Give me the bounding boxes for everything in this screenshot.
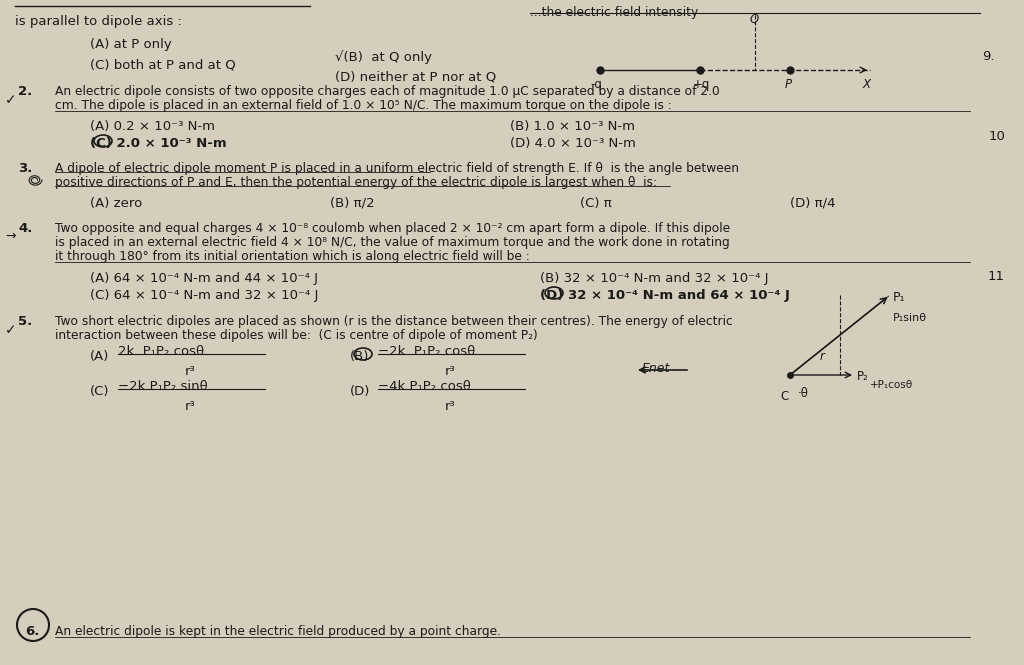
Text: positive directions of P and E, then the potential energy of the electric dipole: positive directions of P and E, then the… [55,176,657,189]
Text: Two short electric dipoles are placed as shown (r is the distance between their : Two short electric dipoles are placed as… [55,315,733,328]
Text: interaction between these dipoles will be:  (C is centre of dipole of moment P₂): interaction between these dipoles will b… [55,329,538,342]
Text: Two opposite and equal charges 4 × 10⁻⁸ coulomb when placed 2 × 10⁻² cm apart fo: Two opposite and equal charges 4 × 10⁻⁸ … [55,222,730,235]
Text: it through 180° from its initial orientation which is along electric field will : it through 180° from its initial orienta… [55,250,529,263]
Text: 2.: 2. [18,85,32,98]
Text: 11: 11 [988,270,1005,283]
Text: −2k P₁P₂ sinθ: −2k P₁P₂ sinθ [118,380,208,393]
Text: P₁sinθ: P₁sinθ [893,313,927,323]
Text: 4.: 4. [18,222,33,235]
Text: 6.: 6. [25,625,39,638]
Text: (A) at P only: (A) at P only [90,38,172,51]
Text: (C) both at P and at Q: (C) both at P and at Q [90,58,236,71]
Text: (D) π/4: (D) π/4 [790,197,836,210]
Text: (B) 1.0 × 10⁻³ N-m: (B) 1.0 × 10⁻³ N-m [510,120,635,133]
Text: An electric dipole is kept in the electric field produced by a point charge.: An electric dipole is kept in the electr… [55,625,501,638]
Text: r³: r³ [185,400,196,413]
Text: (D): (D) [350,385,371,398]
Text: is parallel to dipole axis :: is parallel to dipole axis : [15,15,182,28]
Text: (B) π/2: (B) π/2 [330,197,375,210]
Text: +q: +q [693,78,711,91]
Text: (C) 2.0 × 10⁻³ N-m: (C) 2.0 × 10⁻³ N-m [90,137,226,150]
Text: r: r [820,350,825,363]
Text: (A) 64 × 10⁻⁴ N-m and 44 × 10⁻⁴ J: (A) 64 × 10⁻⁴ N-m and 44 × 10⁻⁴ J [90,272,318,285]
Text: A dipole of electric dipole moment P is placed in a uniform electric field of st: A dipole of electric dipole moment P is … [55,162,739,175]
Text: (D) neither at P nor at Q: (D) neither at P nor at Q [335,70,497,83]
Text: Enet: Enet [642,362,671,375]
Text: (A): (A) [90,350,110,363]
Text: →: → [5,230,15,243]
Text: ✓: ✓ [5,323,16,337]
Text: (D) 32 × 10⁻⁴ N-m and 64 × 10⁻⁴ J: (D) 32 × 10⁻⁴ N-m and 64 × 10⁻⁴ J [540,289,790,302]
Text: An electric dipole consists of two opposite charges each of magnitude 1.0 μC sep: An electric dipole consists of two oppos… [55,85,720,98]
Text: (C) π: (C) π [580,197,611,210]
Text: (A) 0.2 × 10⁻³ N-m: (A) 0.2 × 10⁻³ N-m [90,120,215,133]
Text: (B): (B) [350,350,370,363]
Text: 10: 10 [988,130,1005,143]
Text: Q: Q [750,12,759,25]
Text: ·θ: ·θ [798,387,809,400]
Text: is placed in an external electric field 4 × 10⁸ N/C, the value of maximum torque: is placed in an external electric field … [55,236,730,249]
Text: -q: -q [590,78,602,91]
Text: P₁: P₁ [893,291,905,304]
Text: (B) 32 × 10⁻⁴ N-m and 32 × 10⁻⁴ J: (B) 32 × 10⁻⁴ N-m and 32 × 10⁻⁴ J [540,272,768,285]
Text: (D) 4.0 × 10⁻³ N-m: (D) 4.0 × 10⁻³ N-m [510,137,636,150]
Text: C: C [780,390,788,403]
Text: X: X [862,78,870,91]
Text: √(B)  at Q only: √(B) at Q only [335,50,432,64]
Text: P: P [785,78,793,91]
Text: −2k  P₁P₂ cosθ: −2k P₁P₂ cosθ [378,345,475,358]
Text: cm. The dipole is placed in an external field of 1.0 × 10⁵ N/C. The maximum torq: cm. The dipole is placed in an external … [55,99,672,112]
Text: 5.: 5. [18,315,32,328]
Text: 2k  P₁P₂ cosθ: 2k P₁P₂ cosθ [118,345,204,358]
Text: +P₁cosθ: +P₁cosθ [870,380,913,390]
Text: −4k P₁P₂ cosθ: −4k P₁P₂ cosθ [378,380,471,393]
Text: ✓: ✓ [5,93,16,107]
Text: r³: r³ [185,365,196,378]
Text: ...the electric field intensity: ...the electric field intensity [530,6,698,19]
Text: (C) 64 × 10⁻⁴ N-m and 32 × 10⁻⁴ J: (C) 64 × 10⁻⁴ N-m and 32 × 10⁻⁴ J [90,289,318,302]
Text: (C): (C) [90,385,110,398]
Text: r³: r³ [445,400,456,413]
Text: 9.: 9. [982,50,995,63]
Text: 3.: 3. [18,162,33,175]
Text: r³: r³ [445,365,456,378]
Text: (A) zero: (A) zero [90,197,142,210]
Text: P₂: P₂ [857,370,868,383]
